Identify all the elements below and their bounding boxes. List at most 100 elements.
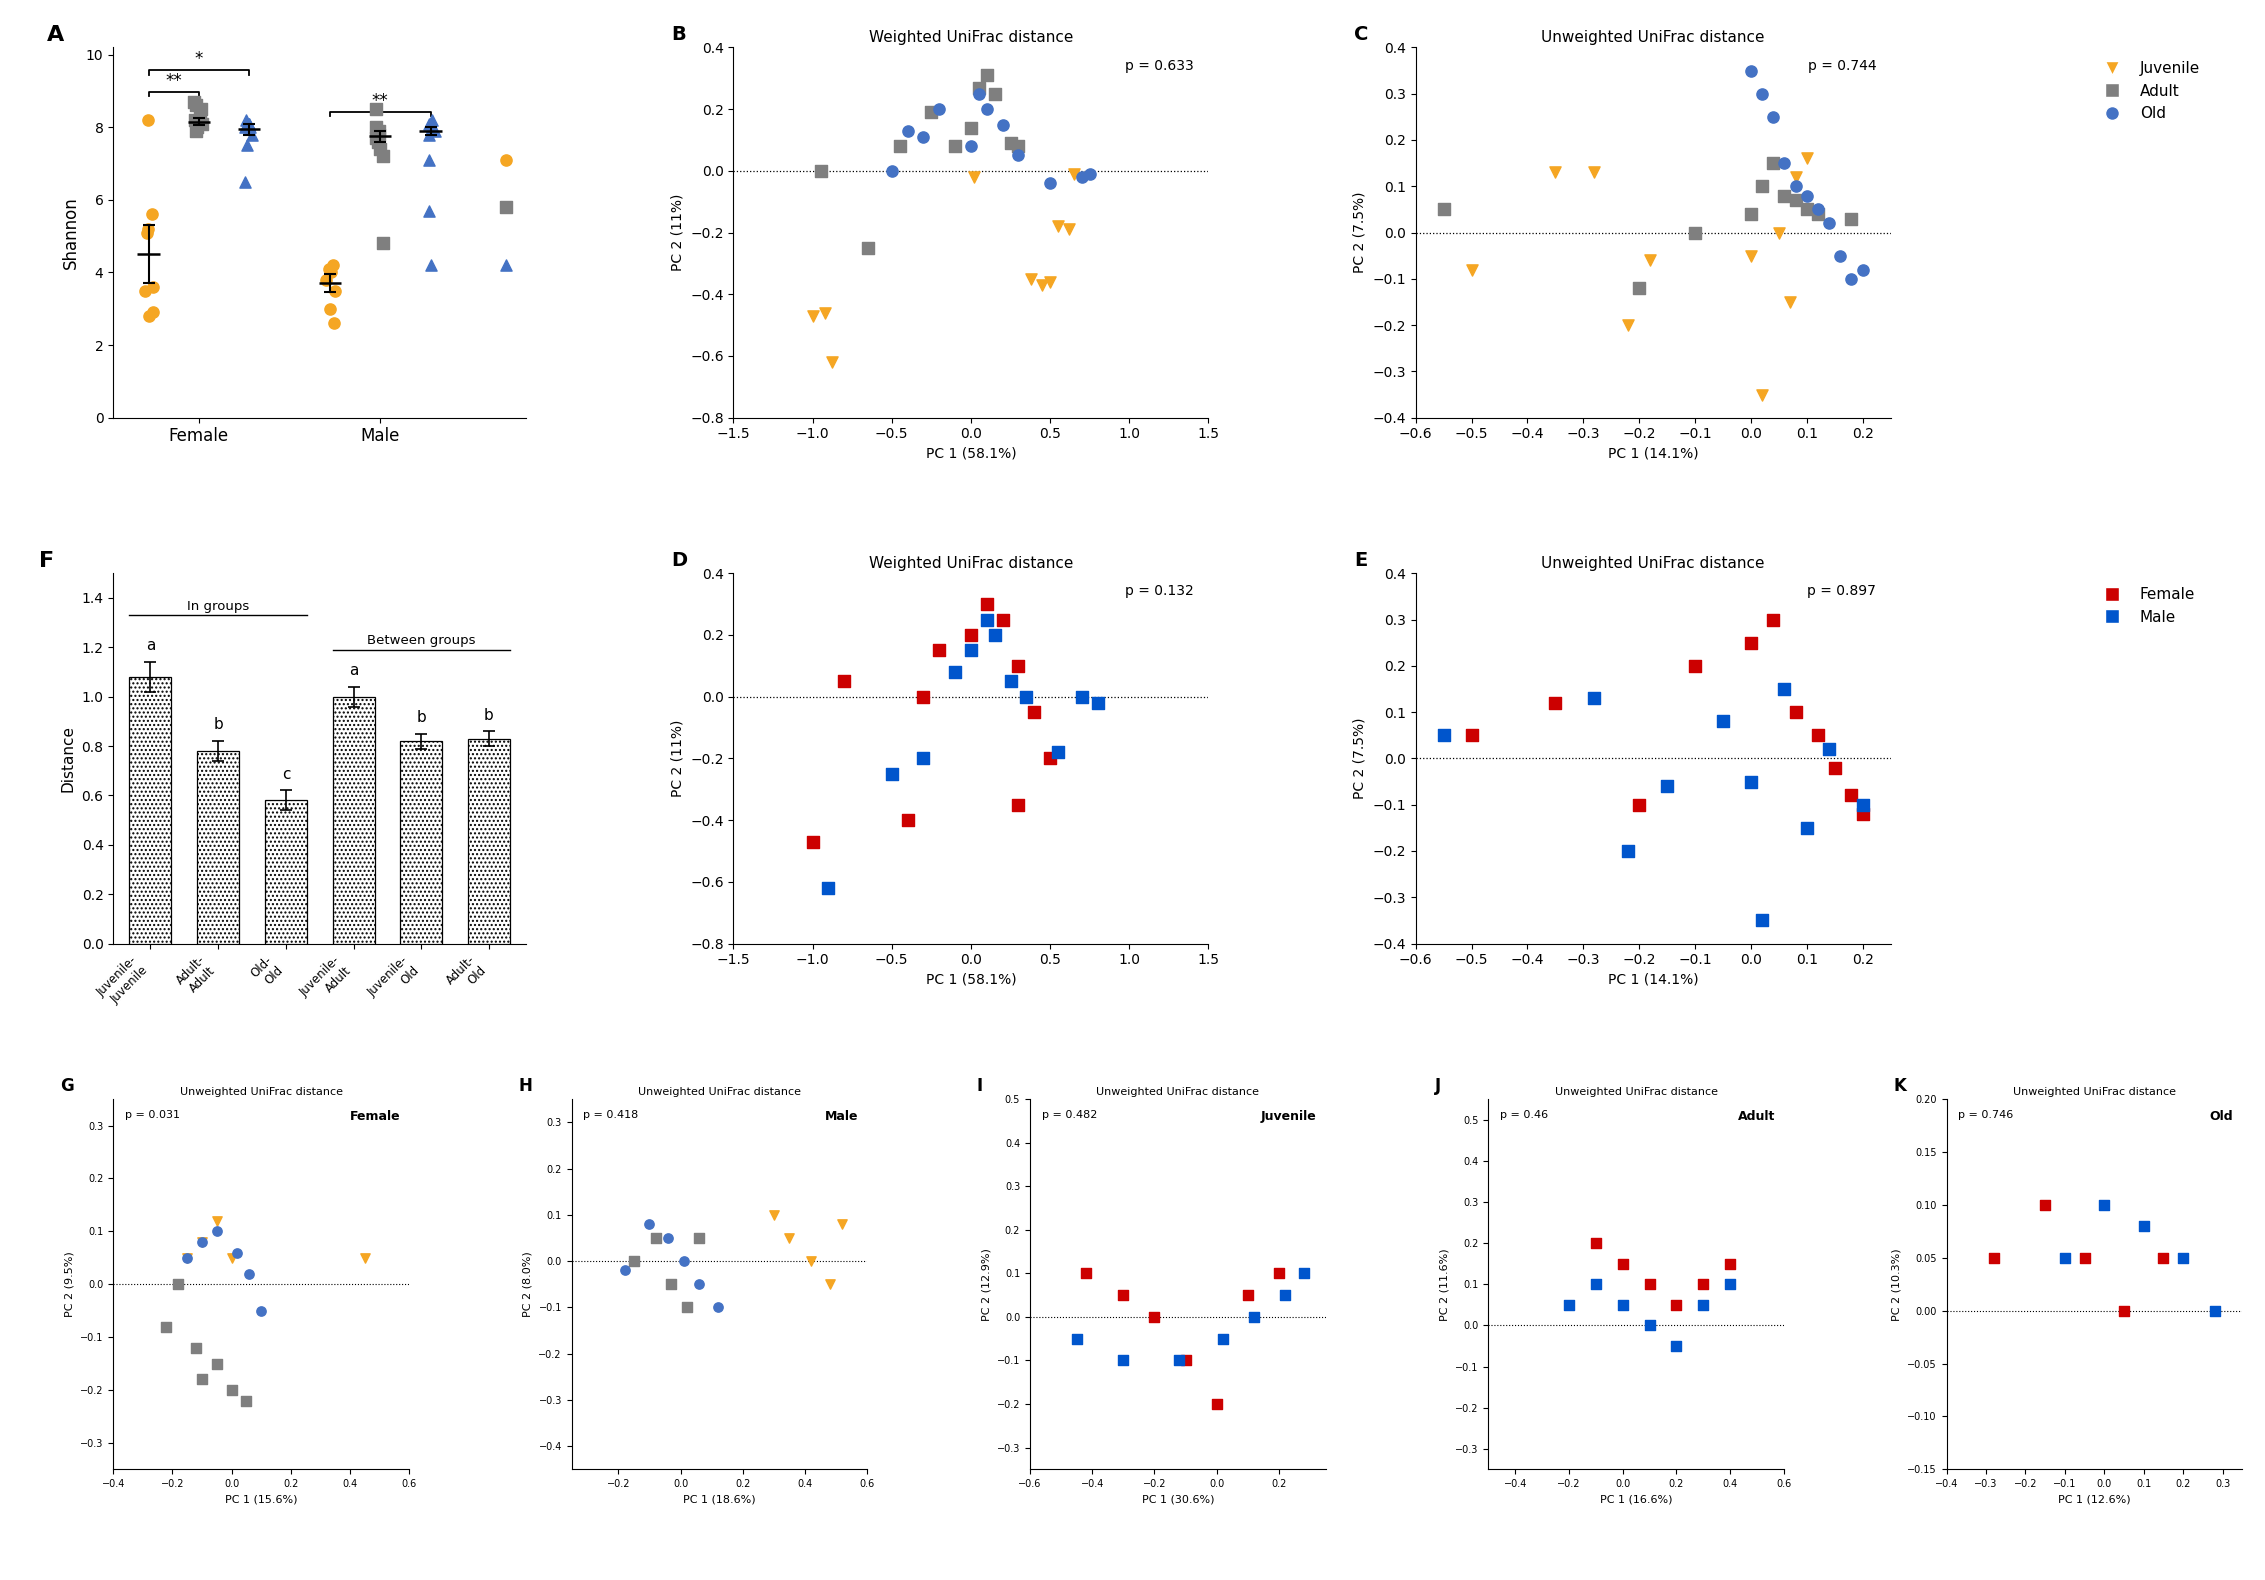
Point: [317, 311, 353, 337]
Point: [177, 88, 213, 114]
Point: [1604, 1292, 1640, 1318]
Point: [414, 115, 451, 141]
Point: [1712, 1251, 1749, 1277]
Title: Unweighted UniFrac distance: Unweighted UniFrac distance: [639, 1087, 802, 1097]
Point: [412, 122, 448, 147]
Point: [170, 1245, 206, 1270]
Point: [806, 300, 843, 325]
Point: [1008, 684, 1044, 709]
Point: [131, 303, 168, 329]
Text: Female: Female: [349, 1111, 401, 1123]
Point: [136, 275, 172, 300]
Point: [1065, 684, 1101, 709]
Point: [1631, 1272, 1667, 1297]
Text: p = 0.031: p = 0.031: [125, 1111, 181, 1120]
Point: [906, 746, 942, 771]
Point: [1266, 1283, 1302, 1308]
Title: Weighted UniFrac distance: Weighted UniFrac distance: [870, 556, 1074, 570]
Point: [913, 100, 949, 125]
Point: [969, 591, 1006, 616]
Text: b: b: [213, 717, 222, 733]
Y-axis label: PC 2 (7.5%): PC 2 (7.5%): [1352, 191, 1366, 273]
Point: [129, 220, 165, 245]
Text: Male: Male: [824, 1111, 858, 1123]
Point: [310, 256, 347, 281]
Point: [1166, 1348, 1203, 1373]
Point: [881, 134, 917, 160]
Point: [795, 830, 831, 855]
X-axis label: PC 1 (58.1%): PC 1 (58.1%): [926, 447, 1017, 461]
Point: [181, 104, 217, 130]
Point: [795, 303, 831, 329]
Point: [129, 216, 165, 242]
Point: [410, 111, 446, 136]
Point: [793, 1248, 829, 1273]
Y-axis label: Shannon: Shannon: [63, 196, 79, 269]
Y-axis label: PC 2 (7.5%): PC 2 (7.5%): [1352, 717, 1366, 799]
Point: [487, 194, 523, 220]
Point: [969, 63, 1006, 88]
Point: [1001, 142, 1037, 167]
Point: [360, 118, 396, 144]
Point: [134, 202, 170, 228]
Point: [1001, 792, 1037, 817]
Point: [1622, 275, 1658, 300]
Text: b: b: [417, 709, 426, 725]
Point: [1051, 216, 1087, 242]
Text: C: C: [1354, 25, 1368, 44]
Point: [199, 1218, 236, 1243]
Point: [1033, 746, 1069, 771]
Point: [1055, 161, 1092, 186]
Text: p = 0.46: p = 0.46: [1499, 1111, 1549, 1120]
Text: E: E: [1354, 551, 1368, 570]
Point: [1658, 1292, 1694, 1318]
Point: [1105, 1283, 1142, 1308]
Point: [1610, 839, 1647, 864]
Point: [220, 1240, 256, 1266]
Text: Adult: Adult: [1737, 1111, 1776, 1123]
Text: J: J: [1436, 1078, 1441, 1095]
Point: [757, 1202, 793, 1228]
Point: [1676, 653, 1712, 678]
Point: [226, 169, 263, 194]
Title: Unweighted UniFrac distance: Unweighted UniFrac distance: [1542, 556, 1764, 570]
Point: [1817, 755, 1853, 781]
Point: [231, 111, 267, 136]
Point: [233, 122, 270, 147]
Point: [1017, 700, 1053, 725]
Point: [824, 1212, 861, 1237]
Point: [226, 115, 263, 141]
Point: [652, 1272, 689, 1297]
X-axis label: PC 1 (30.6%): PC 1 (30.6%): [1142, 1495, 1214, 1504]
Point: [365, 231, 401, 256]
Point: [1162, 1348, 1198, 1373]
Point: [890, 118, 926, 144]
Point: [954, 134, 990, 160]
Point: [1733, 201, 1769, 226]
Point: [229, 107, 265, 133]
Point: [362, 136, 399, 161]
Point: [1844, 258, 1880, 283]
Point: [636, 1226, 673, 1251]
Y-axis label: PC 2 (11.6%): PC 2 (11.6%): [1441, 1248, 1450, 1321]
Y-axis label: Distance: Distance: [61, 725, 77, 792]
Text: Between groups: Between groups: [367, 634, 476, 648]
Point: [229, 1387, 265, 1413]
Text: *: *: [195, 51, 204, 68]
Bar: [197, 750, 240, 943]
Text: Juvenile: Juvenile: [1262, 1111, 1316, 1123]
Point: [1821, 243, 1857, 269]
Point: [358, 96, 394, 122]
Point: [1801, 198, 1837, 223]
Point: [1538, 160, 1574, 185]
X-axis label: PC 1 (58.1%): PC 1 (58.1%): [926, 973, 1017, 988]
Point: [2197, 1299, 2233, 1324]
Point: [1425, 722, 1461, 747]
Point: [890, 807, 926, 833]
Point: [417, 118, 453, 144]
X-axis label: PC 1 (14.1%): PC 1 (14.1%): [1608, 447, 1699, 461]
Point: [874, 762, 911, 787]
Bar: [129, 676, 172, 943]
Point: [1024, 272, 1060, 297]
Point: [1844, 801, 1880, 826]
